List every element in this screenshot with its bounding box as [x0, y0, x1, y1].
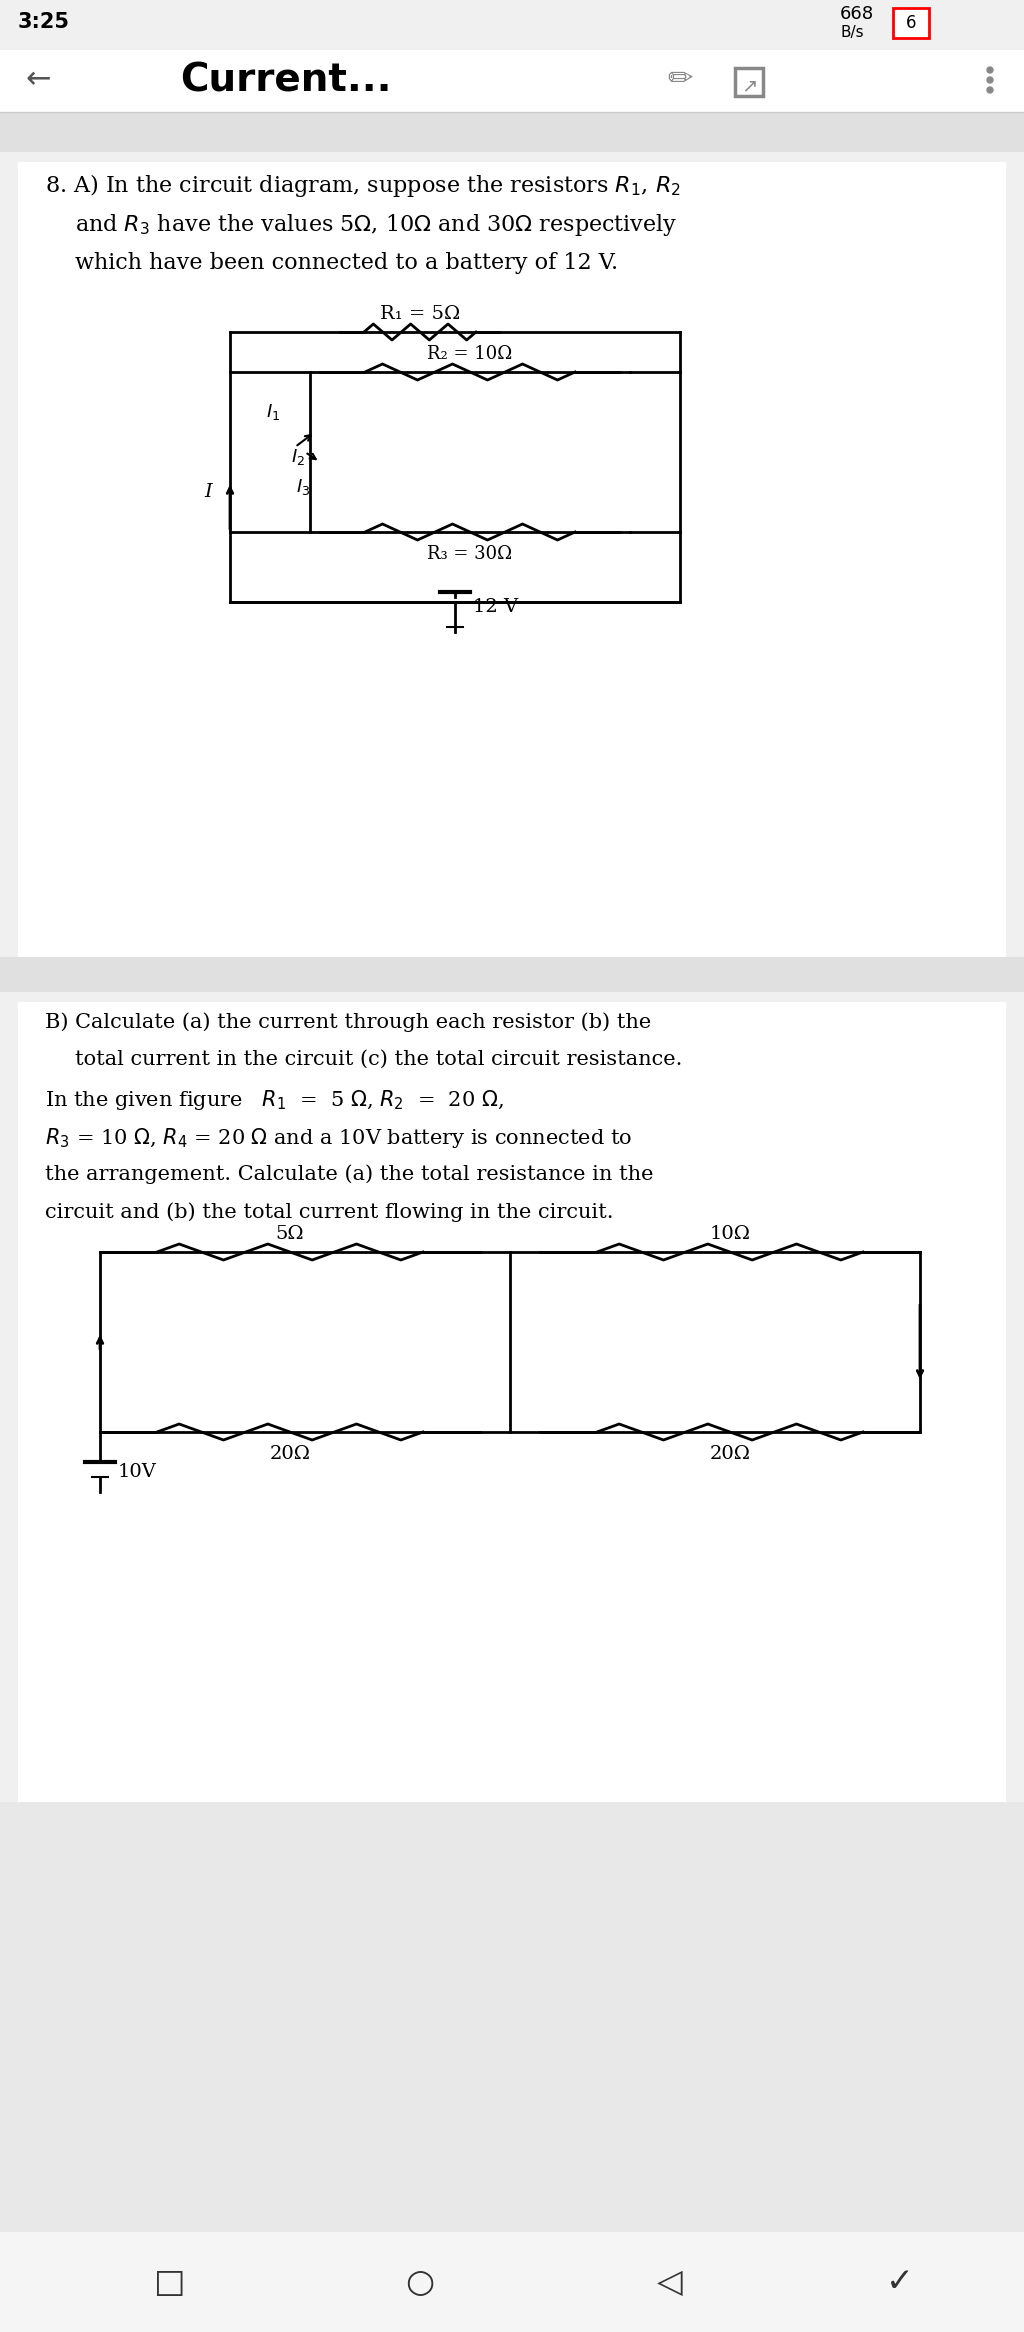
Text: 12 V: 12 V: [473, 597, 518, 616]
Text: 6: 6: [906, 14, 916, 33]
Text: B) Calculate (a) the current through each resistor (b) the: B) Calculate (a) the current through eac…: [45, 1012, 651, 1031]
Text: which have been connected to a battery of 12 V.: which have been connected to a battery o…: [75, 252, 618, 273]
Circle shape: [987, 68, 993, 72]
Text: $I_3$: $I_3$: [296, 478, 310, 497]
Circle shape: [987, 77, 993, 84]
FancyBboxPatch shape: [0, 956, 1024, 991]
Text: ✏: ✏: [668, 65, 693, 96]
Text: and $R_3$ have the values 5$\Omega$, 10$\Omega$ and 30$\Omega$ respectively: and $R_3$ have the values 5$\Omega$, 10$…: [75, 212, 678, 238]
Text: 10V: 10V: [118, 1462, 157, 1481]
Text: ○: ○: [406, 2264, 434, 2299]
Text: Current...: Current...: [180, 61, 391, 98]
Text: ◁: ◁: [657, 2264, 683, 2299]
Text: 668: 668: [840, 5, 874, 23]
Text: $R_3$ = 10 $\Omega$, $R_4$ = 20 $\Omega$ and a 10V battery is connected to: $R_3$ = 10 $\Omega$, $R_4$ = 20 $\Omega$…: [45, 1126, 632, 1150]
Text: 20Ω: 20Ω: [269, 1446, 310, 1462]
Text: 5Ω: 5Ω: [275, 1224, 304, 1243]
Text: total current in the circuit (c) the total circuit resistance.: total current in the circuit (c) the tot…: [75, 1049, 682, 1068]
FancyBboxPatch shape: [0, 1803, 1024, 2232]
Text: 20Ω: 20Ω: [710, 1446, 751, 1462]
FancyBboxPatch shape: [18, 161, 1006, 963]
FancyBboxPatch shape: [0, 2232, 1024, 2332]
Text: circuit and (b) the total current flowing in the circuit.: circuit and (b) the total current flowin…: [45, 1201, 613, 1222]
Text: I: I: [204, 483, 212, 501]
Text: ↗: ↗: [740, 77, 757, 96]
Circle shape: [987, 86, 993, 93]
Text: 10Ω: 10Ω: [710, 1224, 751, 1243]
Text: R₂ = 10Ω: R₂ = 10Ω: [427, 345, 513, 364]
FancyBboxPatch shape: [0, 112, 1024, 152]
Text: 3:25: 3:25: [18, 12, 70, 33]
FancyBboxPatch shape: [0, 49, 1024, 112]
Text: ✓: ✓: [886, 2264, 914, 2299]
Text: □: □: [155, 2264, 185, 2299]
Text: $I_1$: $I_1$: [266, 401, 280, 422]
Text: ←: ←: [26, 65, 51, 96]
FancyBboxPatch shape: [0, 0, 1024, 49]
Text: In the given figure   $R_1$  =  5 $\Omega$, $R_2$  =  20 $\Omega$,: In the given figure $R_1$ = 5 $\Omega$, …: [45, 1089, 504, 1112]
Text: the arrangement. Calculate (a) the total resistance in the: the arrangement. Calculate (a) the total…: [45, 1164, 653, 1185]
Text: B/s: B/s: [840, 26, 863, 40]
Text: R₁ = 5Ω: R₁ = 5Ω: [380, 305, 460, 324]
FancyBboxPatch shape: [18, 1003, 1006, 1803]
Text: R₃ = 30Ω: R₃ = 30Ω: [427, 546, 513, 562]
Text: $I_2$: $I_2$: [291, 448, 305, 466]
FancyBboxPatch shape: [893, 7, 929, 37]
Text: 8. A) In the circuit diagram, suppose the resistors $R_1$, $R_2$: 8. A) In the circuit diagram, suppose th…: [45, 173, 681, 198]
